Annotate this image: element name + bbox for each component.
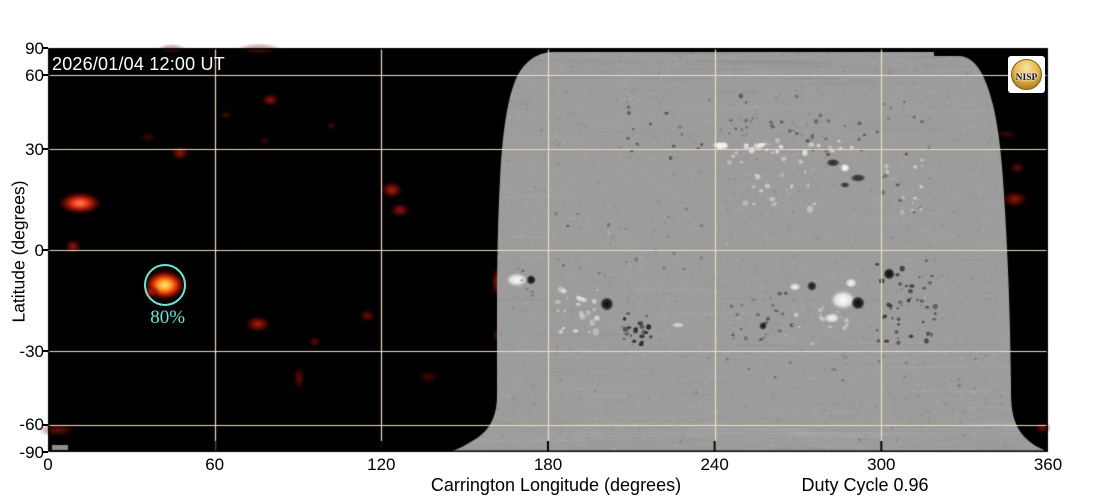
x-tick-label: 120 <box>367 455 396 474</box>
nisp-sun-icon: NISP <box>1011 59 1042 90</box>
x-tick-label: 240 <box>700 455 729 474</box>
x-tick-label: 60 <box>205 455 225 474</box>
x-tick-label: 180 <box>533 455 563 474</box>
x-tick-label: 300 <box>867 455 896 474</box>
y-tick-label: -90 <box>19 442 44 462</box>
y-tick-label: -60 <box>19 415 44 435</box>
y-tick-mark <box>42 423 48 426</box>
y-tick-mark <box>42 74 48 77</box>
nisp-logo-text: NISP <box>1015 73 1038 83</box>
y-tick-mark <box>42 249 48 251</box>
activity-probability-circle <box>143 264 186 307</box>
y-tick-mark <box>42 451 48 453</box>
y-tick-label: 60 <box>25 65 44 85</box>
y-tick-label: 90 <box>25 38 44 58</box>
y-tick-label: 0 <box>34 240 44 260</box>
y-axis-title: Latitude (degrees) <box>8 180 29 323</box>
y-tick-label: 30 <box>25 139 44 159</box>
x-tick-label: 360 <box>1033 455 1063 474</box>
nisp-logo: NISP <box>1008 56 1045 93</box>
activity-probability-label: 80% <box>150 307 186 329</box>
datestamp: 2026/01/04 12:00 UT <box>52 54 225 74</box>
duty-cycle-label: Duty Cycle 0.96 <box>801 475 929 495</box>
y-tick-mark <box>42 350 48 352</box>
y-tick-mark <box>42 148 48 150</box>
x-tick-label: 0 <box>43 455 53 474</box>
y-tick-label: -30 <box>19 341 44 361</box>
x-axis-title: Carrington Longitude (degrees) <box>430 475 682 495</box>
y-tick-mark <box>42 47 48 49</box>
